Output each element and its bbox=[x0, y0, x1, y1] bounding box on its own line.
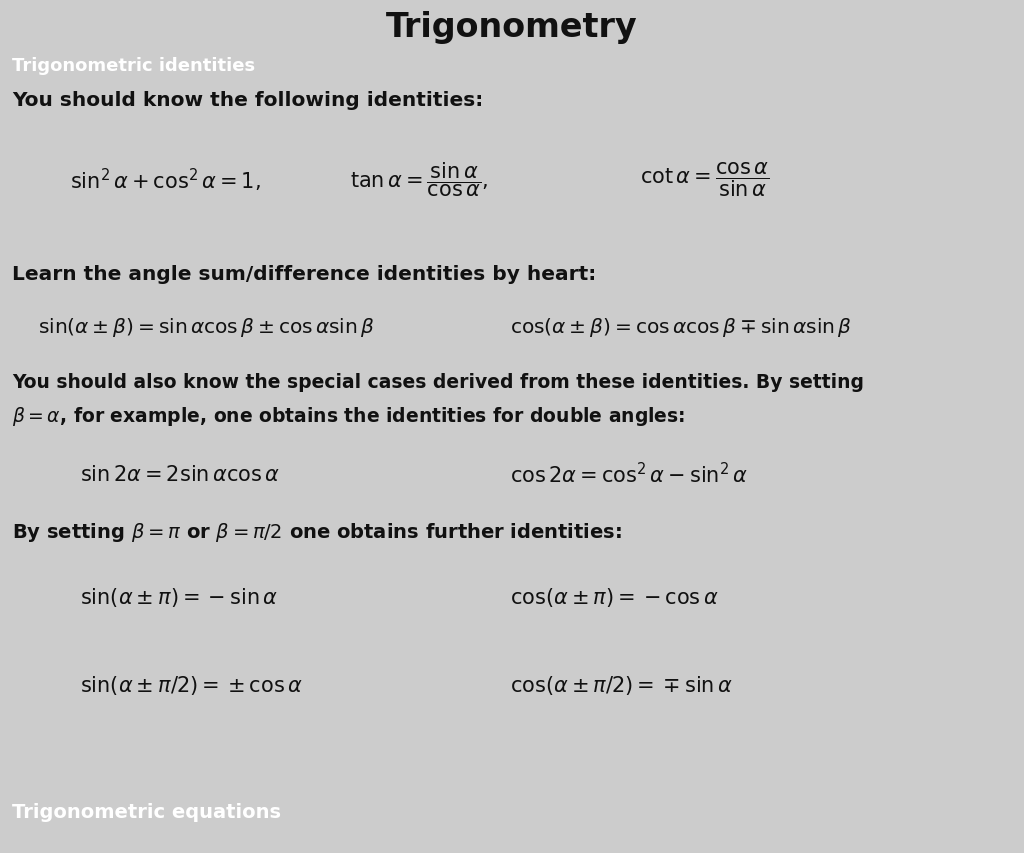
Text: $\sin(\alpha \pm \pi/2) = \pm\cos\alpha$: $\sin(\alpha \pm \pi/2) = \pm\cos\alpha$ bbox=[80, 674, 303, 697]
Text: You should also know the special cases derived from these identities. By setting: You should also know the special cases d… bbox=[12, 373, 864, 392]
Text: $\sin(\alpha \pm \beta) = \sin\alpha\cos\beta \pm \cos\alpha\sin\beta$: $\sin(\alpha \pm \beta) = \sin\alpha\cos… bbox=[38, 316, 375, 339]
Text: $\cos(\alpha \pm \pi/2) = \mp\sin\alpha$: $\cos(\alpha \pm \pi/2) = \mp\sin\alpha$ bbox=[510, 674, 733, 697]
Text: $\cos(\alpha \pm \pi) = -\cos\alpha$: $\cos(\alpha \pm \pi) = -\cos\alpha$ bbox=[510, 586, 719, 609]
Text: You should know the following identities:: You should know the following identities… bbox=[12, 90, 483, 109]
Text: Trigonometry: Trigonometry bbox=[386, 11, 638, 44]
Text: $\cos(\alpha \pm \beta) = \cos\alpha\cos\beta \mp \sin\alpha\sin\beta$: $\cos(\alpha \pm \beta) = \cos\alpha\cos… bbox=[510, 316, 852, 339]
Text: Learn the angle sum/difference identities by heart:: Learn the angle sum/difference identitie… bbox=[12, 265, 596, 284]
Text: $\tan\alpha = \dfrac{\sin\alpha}{\cos\alpha},$: $\tan\alpha = \dfrac{\sin\alpha}{\cos\al… bbox=[350, 160, 488, 199]
Text: Trigonometric equations: Trigonometric equations bbox=[12, 803, 281, 821]
Text: $\cot\alpha = \dfrac{\cos\alpha}{\sin\alpha}$: $\cot\alpha = \dfrac{\cos\alpha}{\sin\al… bbox=[640, 160, 769, 199]
Text: By setting $\beta = \pi$ or $\beta = \pi/2$ one obtains further identities:: By setting $\beta = \pi$ or $\beta = \pi… bbox=[12, 521, 623, 544]
Text: $\beta = \alpha$, for example, one obtains the identities for double angles:: $\beta = \alpha$, for example, one obtai… bbox=[12, 405, 685, 428]
Text: $\cos 2\alpha = \cos^2\alpha - \sin^2\alpha$: $\cos 2\alpha = \cos^2\alpha - \sin^2\al… bbox=[510, 461, 749, 487]
Text: $\sin 2\alpha = 2\sin\alpha\cos\alpha$: $\sin 2\alpha = 2\sin\alpha\cos\alpha$ bbox=[80, 464, 281, 485]
Text: $\sin^2\alpha + \cos^2\alpha = 1,$: $\sin^2\alpha + \cos^2\alpha = 1,$ bbox=[70, 166, 261, 194]
Text: $\sin(\alpha \pm \pi) = -\sin\alpha$: $\sin(\alpha \pm \pi) = -\sin\alpha$ bbox=[80, 586, 279, 609]
Text: Trigonometric identities: Trigonometric identities bbox=[12, 57, 255, 75]
